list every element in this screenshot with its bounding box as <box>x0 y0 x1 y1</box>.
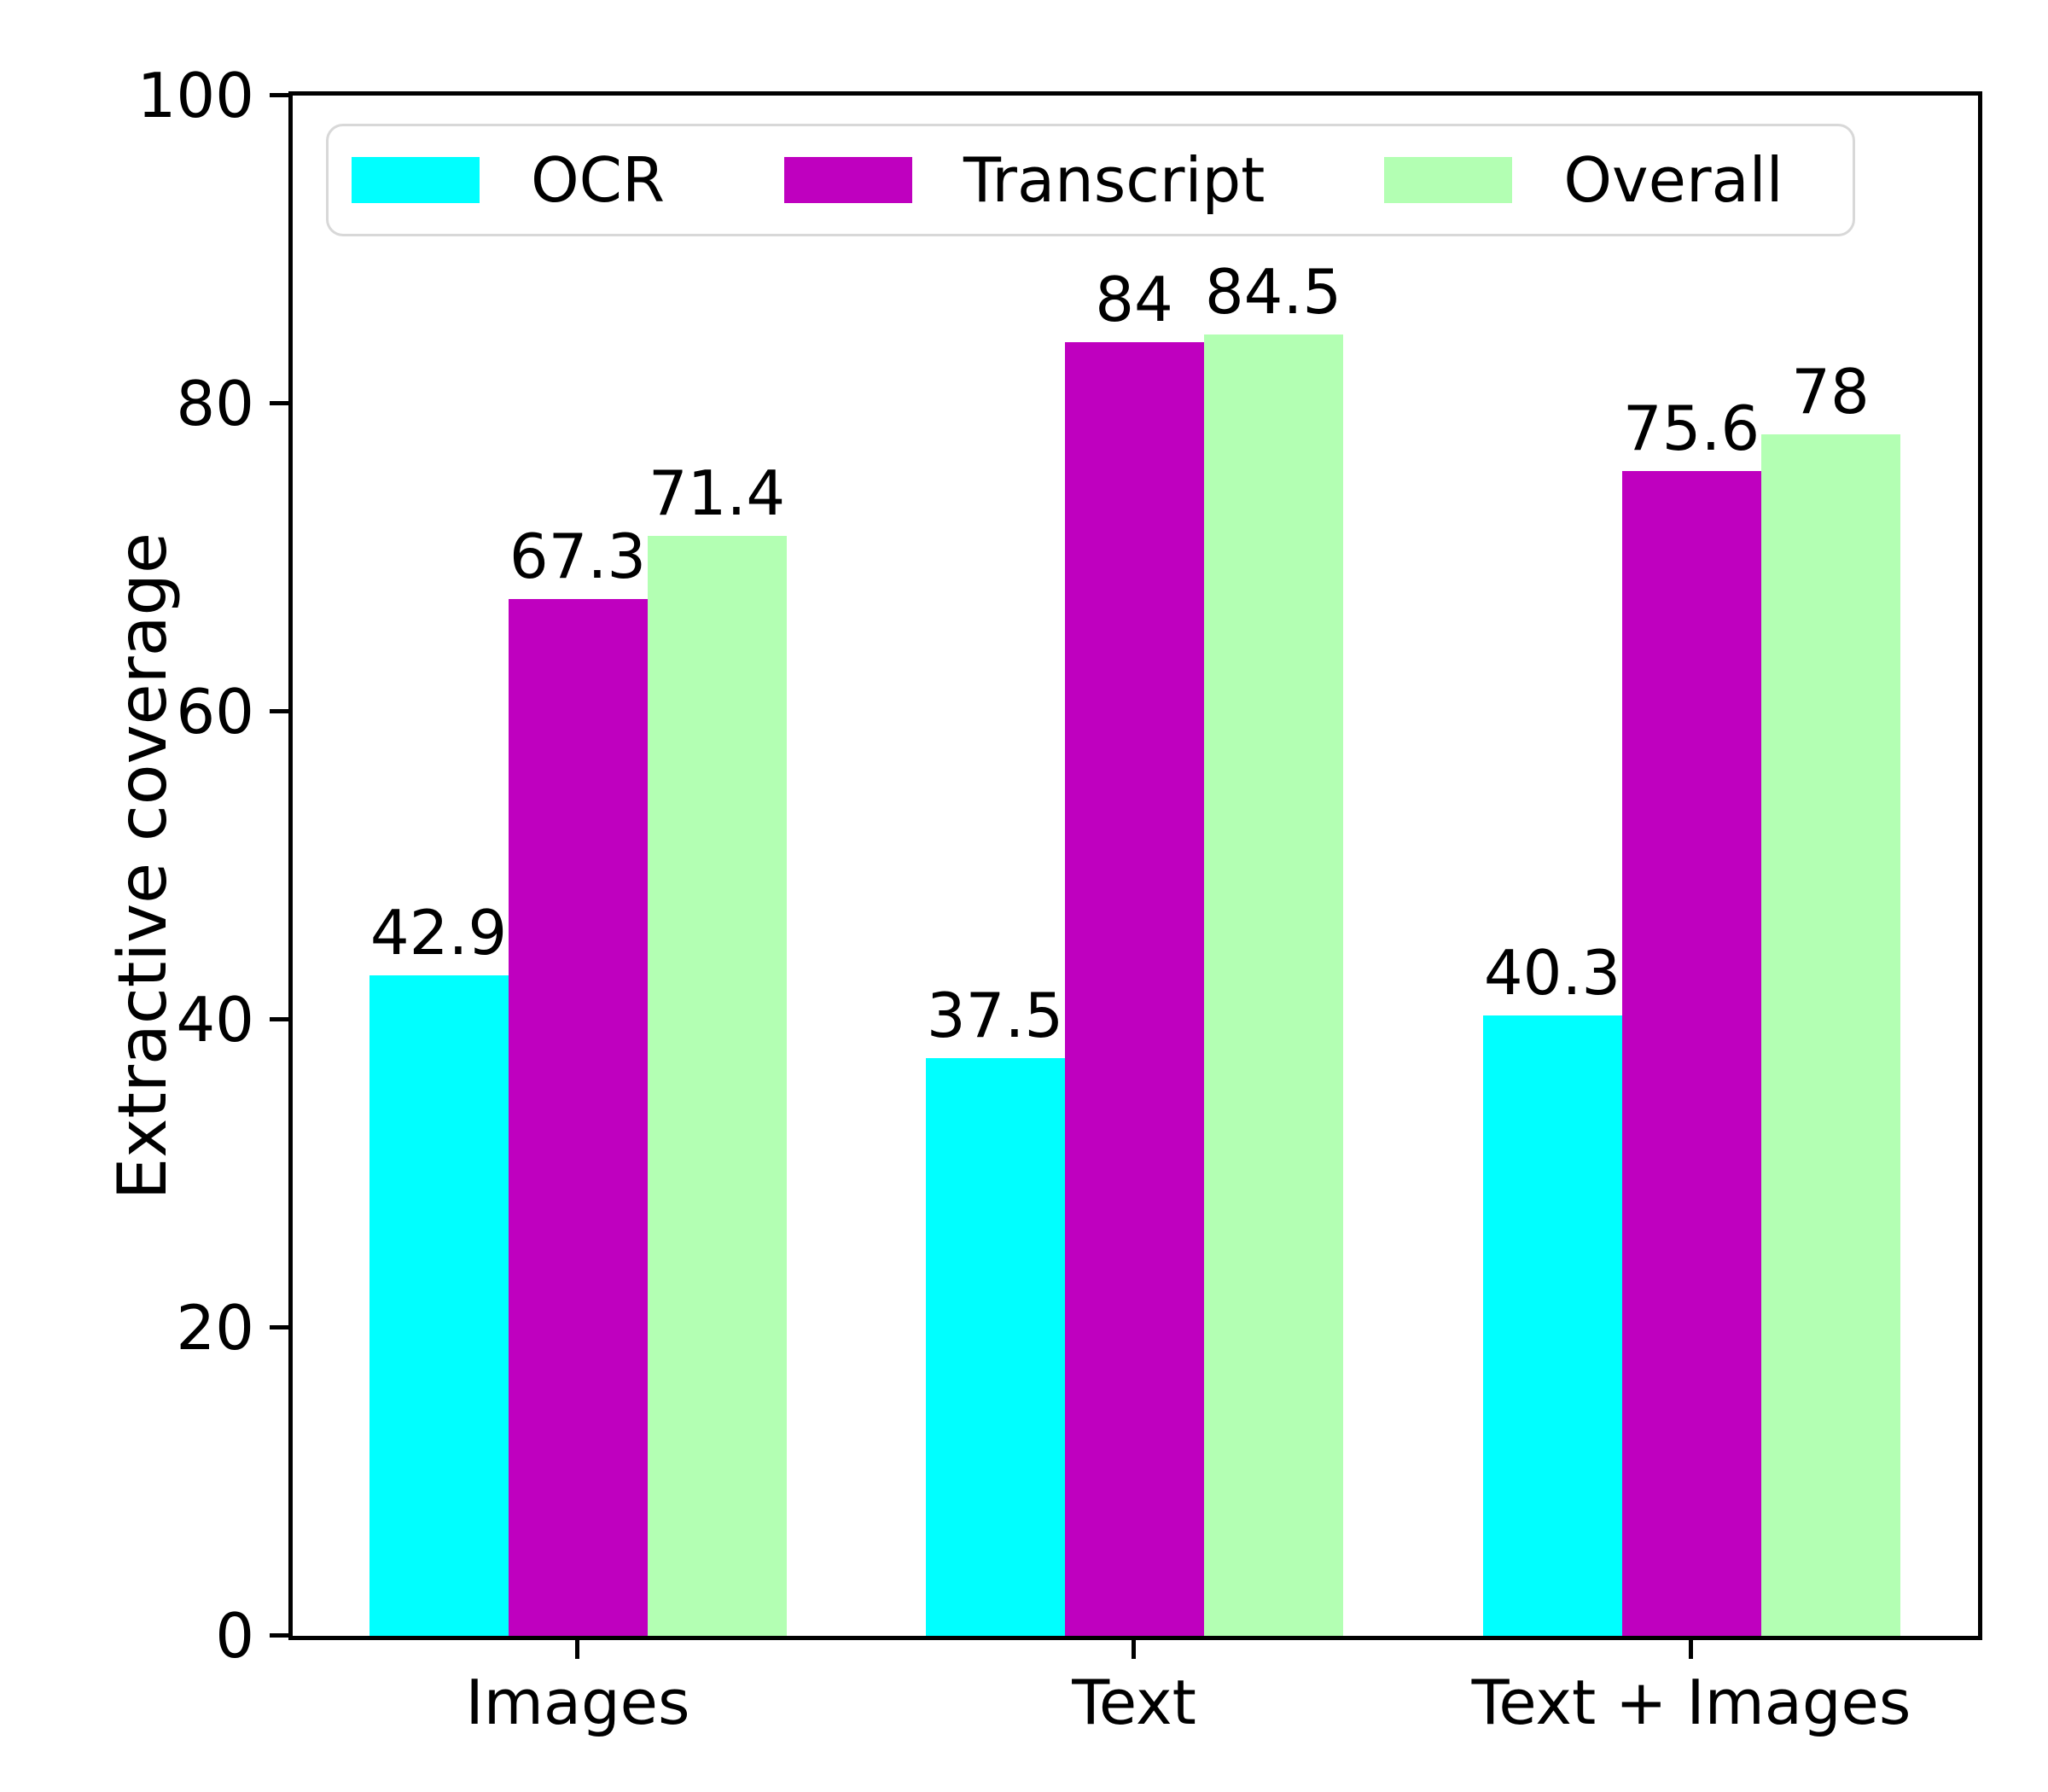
y-tick-label: 100 <box>137 60 254 131</box>
y-tick-mark <box>270 709 288 713</box>
y-tick-mark <box>270 93 288 97</box>
legend: OCR Transcript Overall <box>326 124 1855 236</box>
bar-value-label: 84 <box>1095 263 1173 335</box>
bar-value-label: 42.9 <box>369 896 508 969</box>
y-tick-mark <box>270 1017 288 1021</box>
x-tick-label: Images <box>465 1667 690 1738</box>
bar-value-label: 67.3 <box>509 521 647 593</box>
bar-value-label: 84.5 <box>1204 255 1342 328</box>
y-tick-label: 80 <box>176 368 254 439</box>
legend-item-ocr: OCR <box>352 148 665 212</box>
legend-swatch-transcript <box>783 157 912 203</box>
legend-item-overall: Overall <box>1384 148 1783 212</box>
bar-ocr-text <box>925 1058 1065 1636</box>
plot-area <box>288 91 1982 1640</box>
legend-item-transcript: Transcript <box>783 144 1265 216</box>
legend-swatch-overall <box>1384 157 1513 203</box>
y-tick-label: 20 <box>176 1292 254 1364</box>
bar-value-label: 75.6 <box>1622 393 1760 465</box>
bar-ocr-text-images <box>1482 1015 1622 1636</box>
legend-label: Transcript <box>963 144 1265 216</box>
legend-label: OCR <box>531 144 665 216</box>
bar-ocr-images <box>369 975 509 1636</box>
x-tick-label: Text <box>1072 1667 1196 1738</box>
bar-overall-images <box>647 536 787 1636</box>
y-tick-mark <box>270 401 288 405</box>
bar-value-label: 71.4 <box>648 457 786 530</box>
bar-overall-text <box>1203 334 1343 1636</box>
bar-transcript-images <box>508 599 648 1636</box>
y-tick-mark <box>270 1633 288 1638</box>
y-tick-label: 0 <box>215 1600 254 1672</box>
x-tick-mark <box>1689 1640 1693 1659</box>
y-tick-label: 60 <box>176 676 254 748</box>
bar-value-label: 78 <box>1791 356 1870 428</box>
bar-transcript-text <box>1064 341 1204 1636</box>
y-axis-label: Extractive coverage <box>105 532 182 1201</box>
bar-transcript-text-images <box>1621 471 1761 1636</box>
y-tick-label: 40 <box>176 984 254 1056</box>
y-tick-mark <box>270 1325 288 1329</box>
x-tick-label: Text + Images <box>1471 1667 1911 1738</box>
legend-swatch-ocr <box>352 157 480 203</box>
bar-value-label: 40.3 <box>1483 936 1621 1009</box>
bar-value-label: 37.5 <box>926 980 1064 1052</box>
bar-overall-text-images <box>1760 434 1900 1636</box>
legend-label: Overall <box>1563 144 1783 216</box>
x-tick-mark <box>575 1640 579 1659</box>
x-tick-mark <box>1132 1640 1136 1659</box>
